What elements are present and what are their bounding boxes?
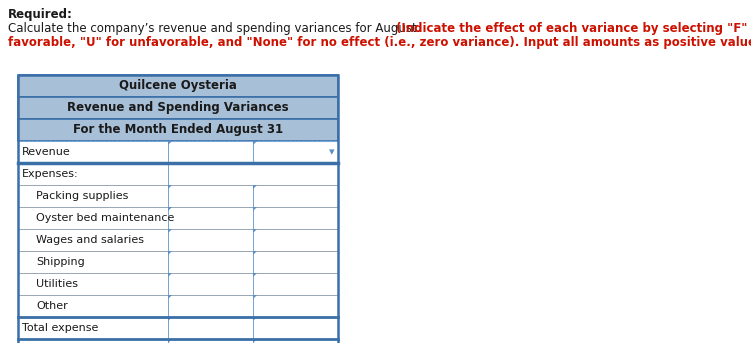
Bar [168, 163, 338, 185]
Bar [18, 339, 168, 343]
Bar [18, 295, 168, 317]
Bar [168, 317, 253, 339]
Bar [18, 317, 168, 339]
Polygon shape [253, 295, 257, 299]
Text: Other: Other [36, 301, 68, 311]
Bar [253, 251, 338, 273]
Text: ▾: ▾ [329, 147, 335, 157]
Bar [18, 97, 338, 119]
Polygon shape [253, 251, 257, 255]
Polygon shape [253, 339, 257, 343]
Text: Total expense: Total expense [22, 323, 98, 333]
Bar [168, 229, 253, 251]
Text: Required:: Required: [8, 8, 73, 21]
Bar [168, 207, 253, 229]
Bar [18, 185, 168, 207]
Text: Shipping: Shipping [36, 257, 85, 267]
Polygon shape [168, 295, 172, 299]
Polygon shape [168, 185, 172, 189]
Bar [18, 75, 338, 97]
Bar [168, 295, 253, 317]
Bar [253, 317, 338, 339]
Text: For the Month Ended August 31: For the Month Ended August 31 [73, 123, 283, 137]
Text: (Indicate the effect of each variance by selecting "F" for: (Indicate the effect of each variance by… [396, 22, 751, 35]
Text: Expenses:: Expenses: [22, 169, 79, 179]
Bar [18, 273, 168, 295]
Polygon shape [253, 273, 257, 277]
Text: Oyster bed maintenance: Oyster bed maintenance [36, 213, 174, 223]
Polygon shape [168, 229, 172, 233]
Bar [18, 207, 168, 229]
Polygon shape [253, 207, 257, 211]
Bar [168, 185, 253, 207]
Bar [18, 251, 168, 273]
Text: Revenue and Spending Variances: Revenue and Spending Variances [67, 102, 289, 115]
Bar [168, 251, 253, 273]
Bar [18, 119, 338, 141]
Bar [168, 273, 253, 295]
Polygon shape [168, 339, 172, 343]
Bar [253, 185, 338, 207]
Bar [253, 207, 338, 229]
Polygon shape [168, 141, 172, 145]
Bar [253, 273, 338, 295]
Bar [253, 339, 338, 343]
Polygon shape [253, 185, 257, 189]
Bar [168, 141, 253, 163]
Bar [18, 163, 168, 185]
Bar [168, 339, 253, 343]
Bar [253, 229, 338, 251]
Polygon shape [253, 317, 257, 321]
Text: Packing supplies: Packing supplies [36, 191, 128, 201]
Polygon shape [168, 251, 172, 255]
Bar [18, 229, 168, 251]
Text: favorable, "U" for unfavorable, and "None" for no effect (i.e., zero variance). : favorable, "U" for unfavorable, and "Non… [8, 36, 751, 49]
Bar [253, 141, 338, 163]
Polygon shape [168, 273, 172, 277]
Text: Utilities: Utilities [36, 279, 78, 289]
Text: Calculate the company’s revenue and spending variances for August.: Calculate the company’s revenue and spen… [8, 22, 424, 35]
Text: Wages and salaries: Wages and salaries [36, 235, 144, 245]
Bar [18, 141, 168, 163]
Polygon shape [253, 229, 257, 233]
Polygon shape [168, 317, 172, 321]
Bar [253, 295, 338, 317]
Polygon shape [253, 141, 257, 145]
Text: Revenue: Revenue [22, 147, 71, 157]
Text: Quilcene Oysteria: Quilcene Oysteria [119, 80, 237, 93]
Polygon shape [168, 207, 172, 211]
Bar [18, 75, 338, 343]
